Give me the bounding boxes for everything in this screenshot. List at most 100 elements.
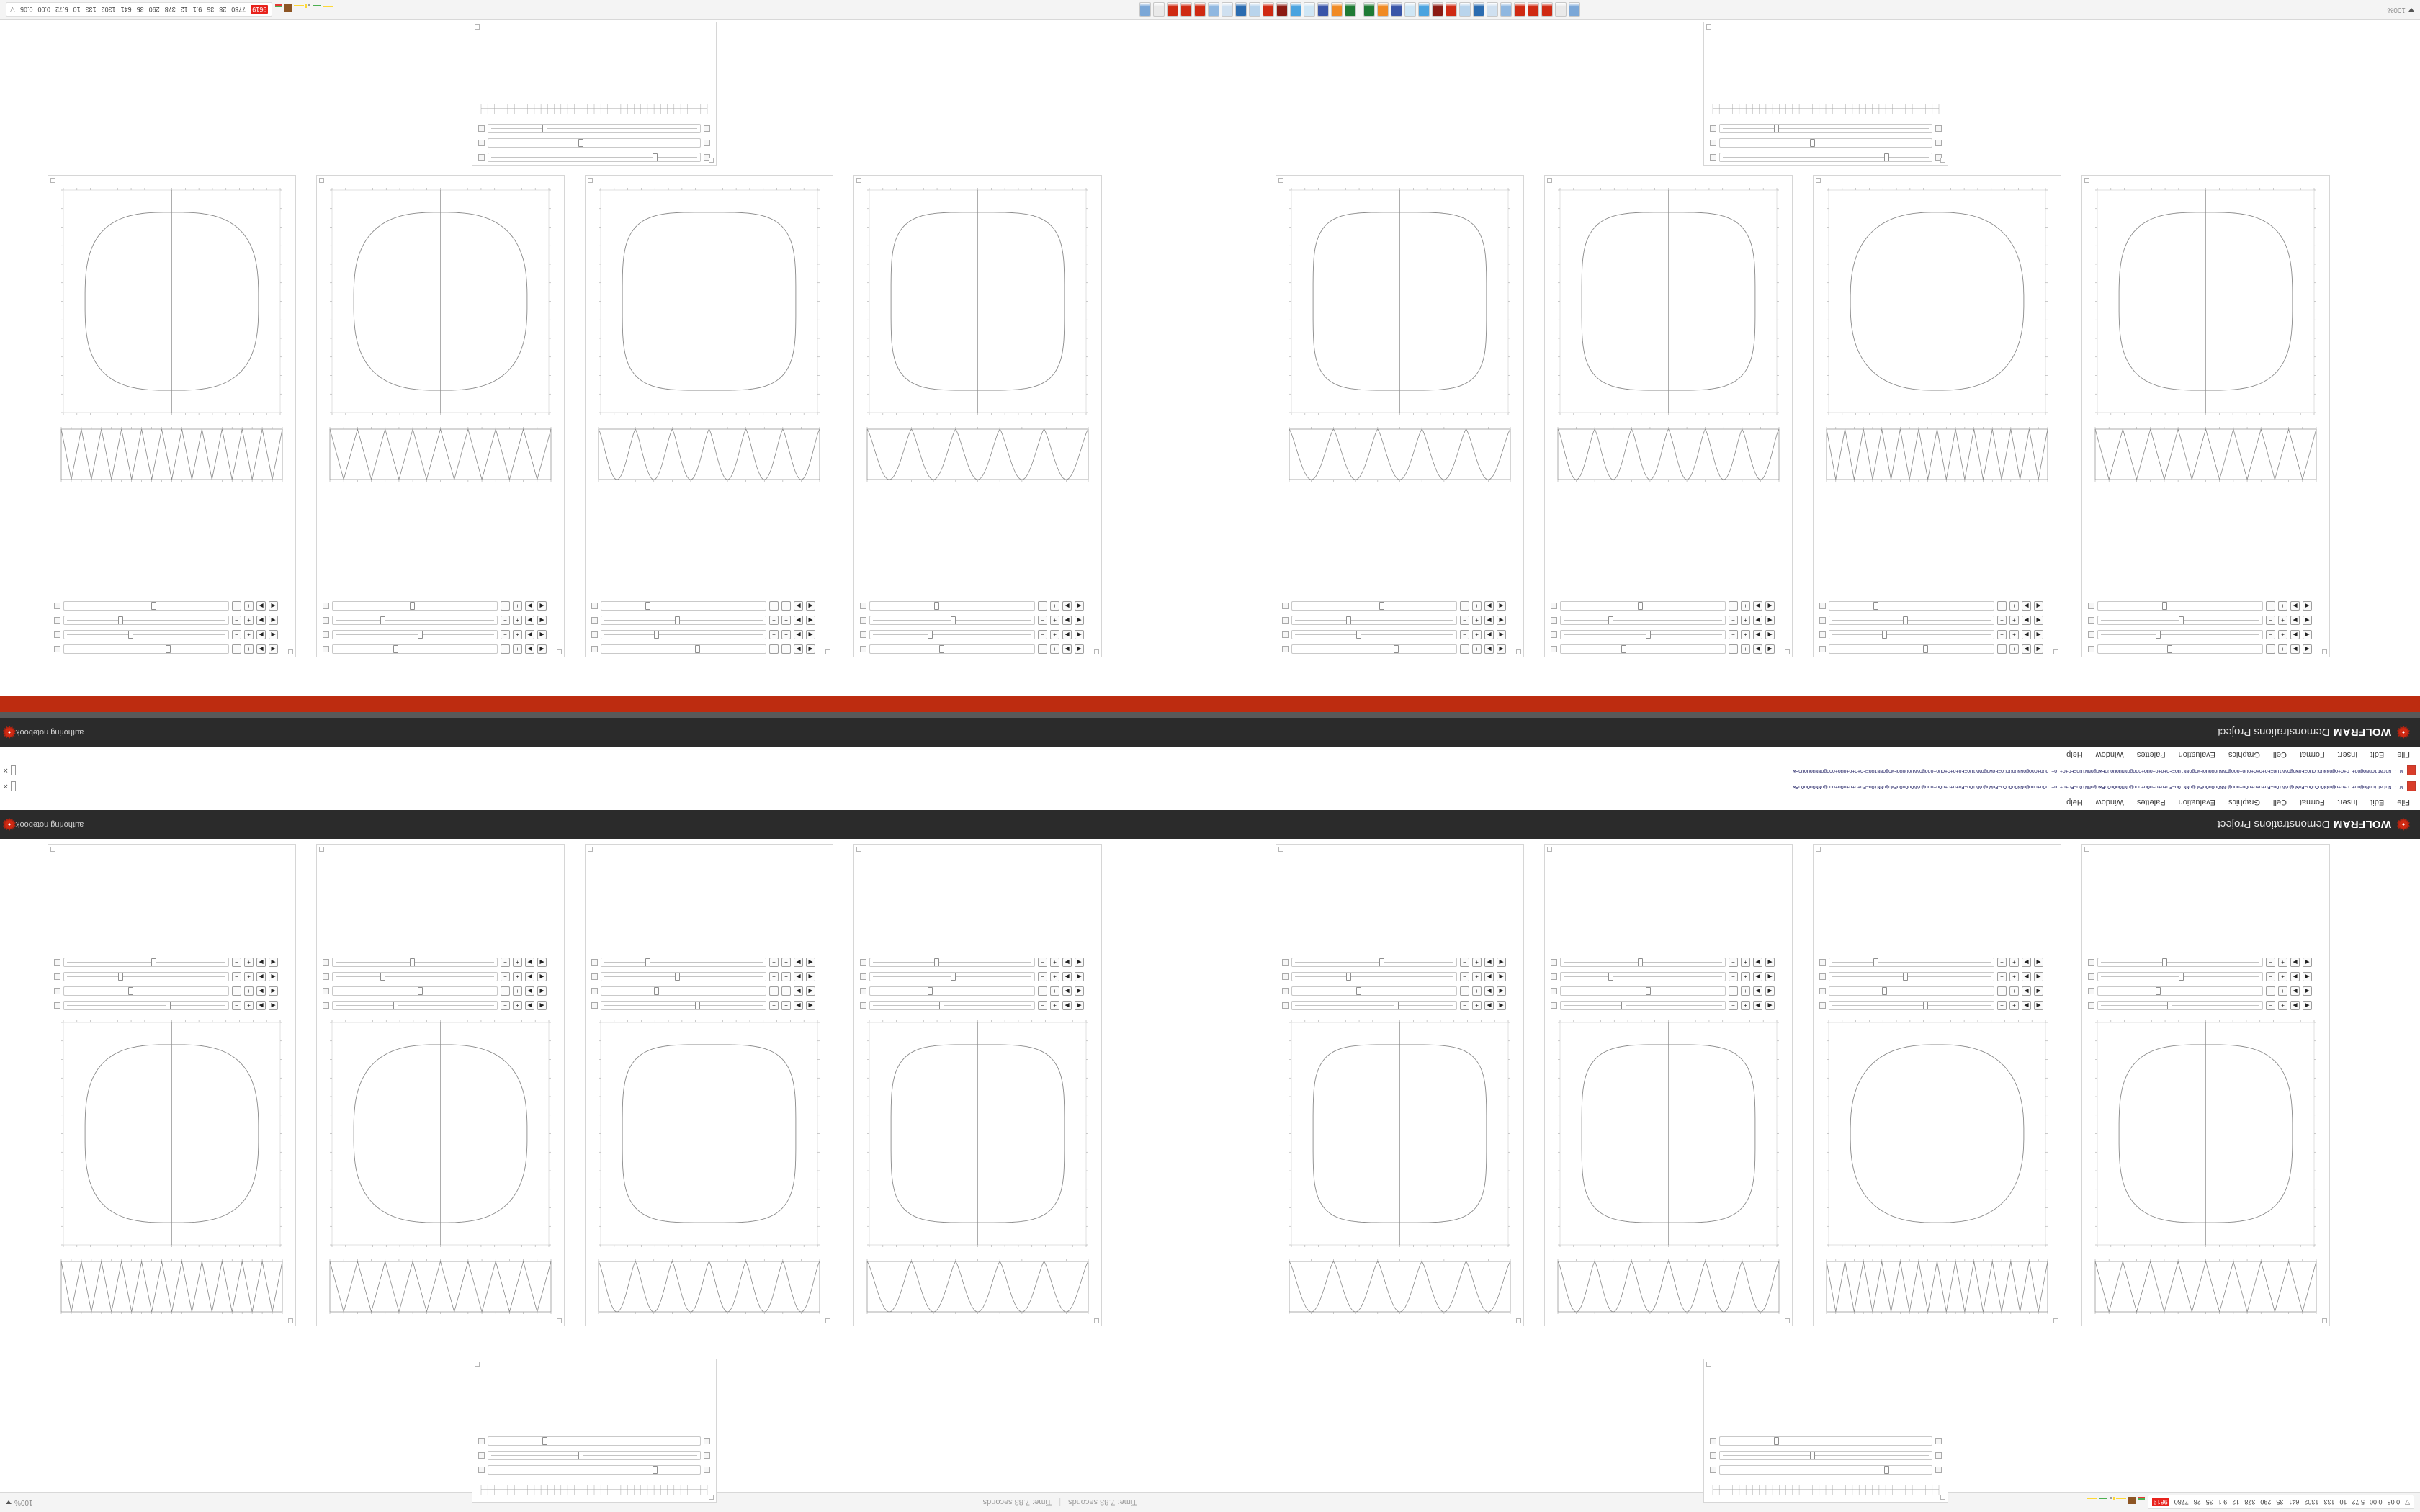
value-box[interactable] — [591, 1002, 598, 1009]
value-box[interactable] — [2088, 959, 2094, 966]
play-icon[interactable]: ▶ — [1062, 958, 1072, 967]
resize-handle-icon[interactable] — [1547, 178, 1552, 183]
demo-panel[interactable]: ◀ ▶ + − ◀ ▶ + − ◀ ▶ + − — [1276, 844, 1524, 1326]
slider-thumb[interactable] — [1346, 616, 1352, 624]
minus-icon[interactable]: − — [1460, 972, 1469, 981]
value-box[interactable] — [1282, 603, 1289, 609]
value-box[interactable] — [1282, 959, 1289, 966]
parameter-slider[interactable] — [1560, 986, 1726, 996]
plus-icon[interactable]: + — [244, 630, 254, 639]
parameter-slider[interactable] — [1719, 153, 1932, 162]
slider-thumb[interactable] — [1608, 616, 1613, 624]
parameter-slider[interactable] — [1560, 972, 1726, 981]
plus-icon[interactable]: + — [1472, 644, 1482, 654]
parameter-slider[interactable] — [601, 644, 766, 654]
notebook-code-text[interactable]: W . NotationNo@oo+ o+o+o@oNNOoOoOo=EoWo@… — [1793, 768, 2403, 773]
value-box[interactable] — [591, 617, 598, 624]
play-icon[interactable]: ▶ — [1484, 644, 1494, 654]
minus-icon[interactable]: − — [232, 601, 241, 611]
wolfram-icon[interactable] — [1194, 2, 1206, 17]
minus-icon[interactable]: − — [1997, 986, 2007, 996]
cell-bracket-group[interactable]: ✕ — [0, 765, 16, 775]
slider-thumb[interactable] — [933, 602, 939, 610]
system-metrics-widget[interactable]: 9619 7780 28 35 9.1 12 378 290 35 641 13… — [6, 2, 273, 17]
parameter-slider[interactable] — [2097, 616, 2263, 625]
notebook-icon[interactable] — [1487, 2, 1499, 17]
menu-item-cell[interactable]: Cell — [2272, 798, 2287, 806]
notebook-icon[interactable] — [1459, 2, 1471, 17]
tray-icon-group-left[interactable] — [1363, 2, 1581, 17]
value-box[interactable] — [591, 646, 598, 652]
slider-thumb[interactable] — [418, 987, 424, 995]
value-box[interactable] — [591, 603, 598, 609]
step-back-icon[interactable]: ◀ — [2303, 630, 2312, 639]
slider-thumb[interactable] — [166, 645, 171, 653]
value-box[interactable] — [860, 631, 866, 638]
step-back-icon[interactable]: ◀ — [537, 1001, 547, 1010]
play-icon[interactable]: ▶ — [1753, 630, 1762, 639]
value-box[interactable] — [1710, 1438, 1716, 1444]
parameter-slider[interactable] — [1829, 601, 1994, 611]
slider-thumb[interactable] — [653, 1466, 658, 1474]
slider-thumb[interactable] — [1884, 1466, 1890, 1474]
slider-thumb[interactable] — [938, 1002, 944, 1009]
value-box[interactable] — [1551, 631, 1557, 638]
value-box[interactable] — [1935, 125, 1942, 132]
parameter-slider[interactable] — [2097, 601, 2263, 611]
slider-thumb[interactable] — [927, 987, 933, 995]
flame-icon[interactable] — [1377, 2, 1389, 17]
plus-icon[interactable]: + — [1050, 958, 1059, 967]
step-back-icon[interactable]: ◀ — [2034, 644, 2043, 654]
slider-thumb[interactable] — [653, 153, 658, 161]
step-back-icon[interactable]: ◀ — [1765, 630, 1775, 639]
plus-icon[interactable]: + — [2278, 630, 2287, 639]
plus-icon[interactable]: + — [781, 601, 791, 611]
step-back-icon[interactable]: ◀ — [537, 986, 547, 996]
value-box[interactable] — [1935, 1452, 1942, 1459]
slider-thumb[interactable] — [653, 987, 659, 995]
parameter-slider[interactable] — [63, 958, 229, 967]
calculator-icon[interactable] — [1290, 2, 1302, 17]
step-back-icon[interactable]: ◀ — [2034, 616, 2043, 625]
value-box[interactable] — [704, 1467, 710, 1473]
value-box[interactable] — [1710, 125, 1716, 132]
slider-thumb[interactable] — [393, 1002, 399, 1009]
plus-icon[interactable]: + — [2009, 986, 2019, 996]
play-icon[interactable]: ▶ — [2022, 986, 2031, 996]
step-back-icon[interactable]: ◀ — [1497, 972, 1506, 981]
minus-icon[interactable]: − — [1038, 972, 1047, 981]
slider-thumb[interactable] — [1346, 973, 1352, 981]
step-back-icon[interactable]: ◀ — [269, 986, 278, 996]
resize-handle-icon[interactable] — [1706, 24, 1711, 30]
step-back-icon[interactable]: ◀ — [2303, 601, 2312, 611]
slider-thumb[interactable] — [393, 645, 399, 653]
slider-thumb[interactable] — [1881, 631, 1887, 639]
value-box[interactable] — [478, 1452, 485, 1459]
slider-thumb[interactable] — [2155, 987, 2161, 995]
minus-icon[interactable]: − — [1038, 601, 1047, 611]
notebook-code-row[interactable]: W . NotationNo@oo+ o+o+o@oNNOoOoOo=EoWo@… — [0, 778, 2420, 794]
menu-item-format[interactable]: Format — [2299, 798, 2325, 806]
step-back-icon[interactable]: ◀ — [269, 958, 278, 967]
notebook-icon[interactable] — [1208, 2, 1220, 17]
plus-icon[interactable]: + — [2278, 1001, 2287, 1010]
play-icon[interactable]: ▶ — [2022, 958, 2031, 967]
parameter-slider[interactable] — [601, 616, 766, 625]
slider-thumb[interactable] — [1774, 1437, 1780, 1445]
step-back-icon[interactable]: ◀ — [806, 644, 815, 654]
parameter-slider[interactable] — [1829, 972, 1994, 981]
demo-panel[interactable]: ◀ ▶ + − ◀ ▶ + − ◀ ▶ + − — [1544, 844, 1793, 1326]
play-icon[interactable]: ▶ — [1484, 601, 1494, 611]
slider-thumb[interactable] — [1638, 602, 1643, 610]
play-icon[interactable]: ▶ — [256, 616, 266, 625]
step-back-icon[interactable]: ◀ — [806, 1001, 815, 1010]
plus-icon[interactable]: + — [244, 601, 254, 611]
demo-panel[interactable]: ◀ ▶ + − ◀ ▶ + − ◀ ▶ + − — [316, 844, 565, 1326]
resize-handle-icon[interactable] — [2084, 178, 2089, 183]
floppy-save-icon[interactable] — [1391, 2, 1403, 17]
parameter-slider[interactable] — [488, 124, 701, 133]
parameter-slider[interactable] — [2097, 986, 2263, 996]
wolfram-icon[interactable] — [1514, 2, 1526, 17]
plus-icon[interactable]: + — [1741, 958, 1750, 967]
slider-thumb[interactable] — [1646, 631, 1652, 639]
